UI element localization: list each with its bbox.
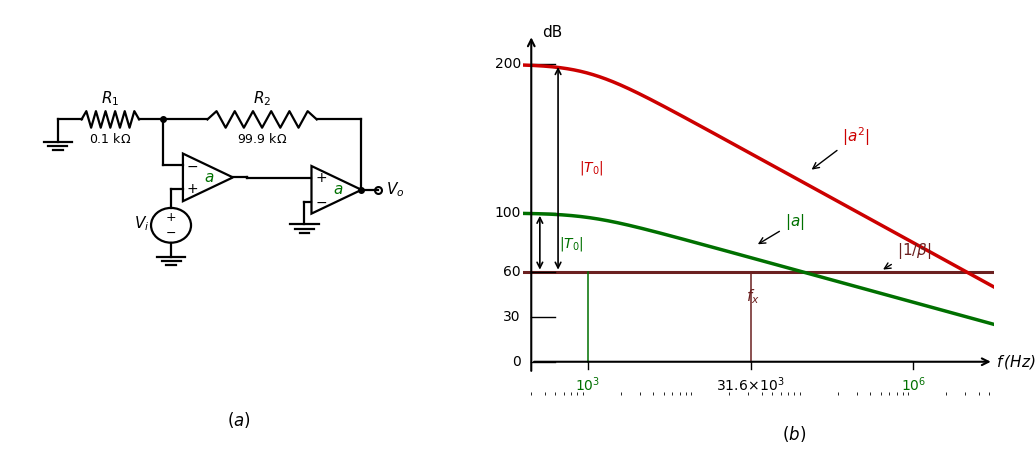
Text: $|T_0|$: $|T_0|$ [579,159,603,177]
Text: $-$: $-$ [315,195,327,209]
Text: $(b)$: $(b)$ [782,424,806,444]
Text: $+$: $+$ [315,171,327,185]
Text: $|T_0|$: $|T_0|$ [559,235,584,253]
Text: 0: 0 [512,355,521,369]
Text: 60: 60 [503,266,521,279]
Text: dB: dB [542,26,563,40]
Text: $R_2$: $R_2$ [253,89,271,108]
Text: $10^6$: $10^6$ [900,375,926,394]
Text: $(a)$: $(a)$ [227,410,250,430]
Text: 99.9 k$\Omega$: 99.9 k$\Omega$ [237,132,287,146]
Text: $+$: $+$ [166,212,177,225]
Text: $+$: $+$ [186,182,199,196]
Text: 100: 100 [495,206,521,220]
Text: $|1/\beta|$: $|1/\beta|$ [884,241,932,269]
Text: 200: 200 [495,57,521,71]
Text: $10^3$: $10^3$ [575,375,600,394]
Text: $-$: $-$ [186,158,199,172]
Text: $|a^2|$: $|a^2|$ [812,125,869,169]
Text: $V_o$: $V_o$ [386,180,405,199]
Text: $31.6\!\times\!10^3$: $31.6\!\times\!10^3$ [716,375,785,394]
Text: $-$: $-$ [166,226,177,239]
Text: $f_x$: $f_x$ [746,288,760,306]
Text: 0.1 k$\Omega$: 0.1 k$\Omega$ [89,132,131,146]
Text: $f\,$(Hz): $f\,$(Hz) [996,353,1035,371]
Text: $R_1$: $R_1$ [101,89,119,108]
Text: $|a|$: $|a|$ [759,212,804,243]
Text: $a$: $a$ [204,170,214,185]
Text: 30: 30 [503,310,521,324]
Text: $a$: $a$ [332,182,343,197]
Text: $V_i$: $V_i$ [134,214,149,233]
